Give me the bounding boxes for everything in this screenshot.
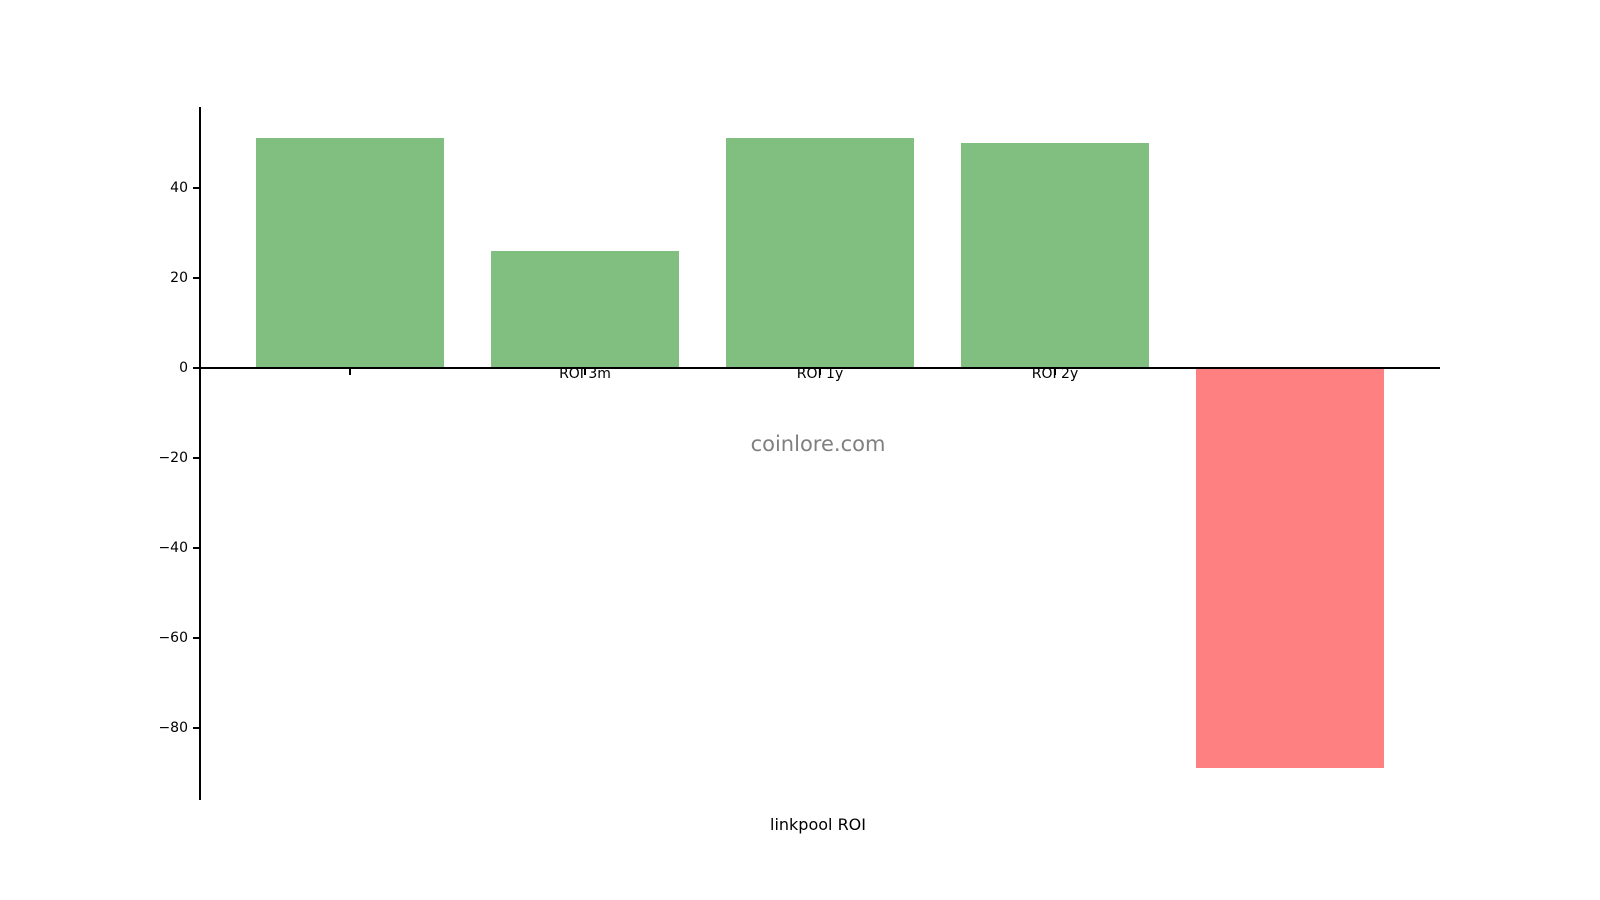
y-tick-40 [193,187,200,189]
bar-ROI 1y [726,138,914,368]
y-tick--20 [193,457,200,459]
y-tick-label--60: −60 [158,629,188,646]
y-tick-label--80: −80 [158,719,188,736]
x-tick-1 [584,368,586,375]
bar-ROI 2y [961,142,1149,368]
y-tick-label--20: −20 [158,449,188,466]
x-axis-zero-line [199,367,1440,369]
x-axis-title: linkpool ROI [770,815,866,834]
x-tick-0 [349,368,351,375]
x-tick-label-2: ROI 1y [796,366,844,382]
y-axis-line [199,107,201,800]
x-tick-label-3: ROI 2y [1031,366,1079,382]
y-tick-0 [193,367,200,369]
y-tick-label-20: 20 [170,269,188,286]
x-tick-label-1: ROI 3m [559,366,611,382]
watermark: coinlore.com [750,432,886,456]
y-tick-label-40: 40 [170,179,188,196]
x-tick-2 [819,368,821,375]
bar-ROI 3m [491,250,679,368]
y-tick-20 [193,277,200,279]
y-tick--40 [193,547,200,549]
y-tick-label--40: −40 [158,539,188,556]
x-tick-3 [1054,368,1056,375]
bar-col-0 [256,138,444,368]
y-tick--60 [193,637,200,639]
y-tick-label-0: 0 [179,359,188,376]
y-tick--80 [193,727,200,729]
bar-col-4 [1196,367,1384,768]
